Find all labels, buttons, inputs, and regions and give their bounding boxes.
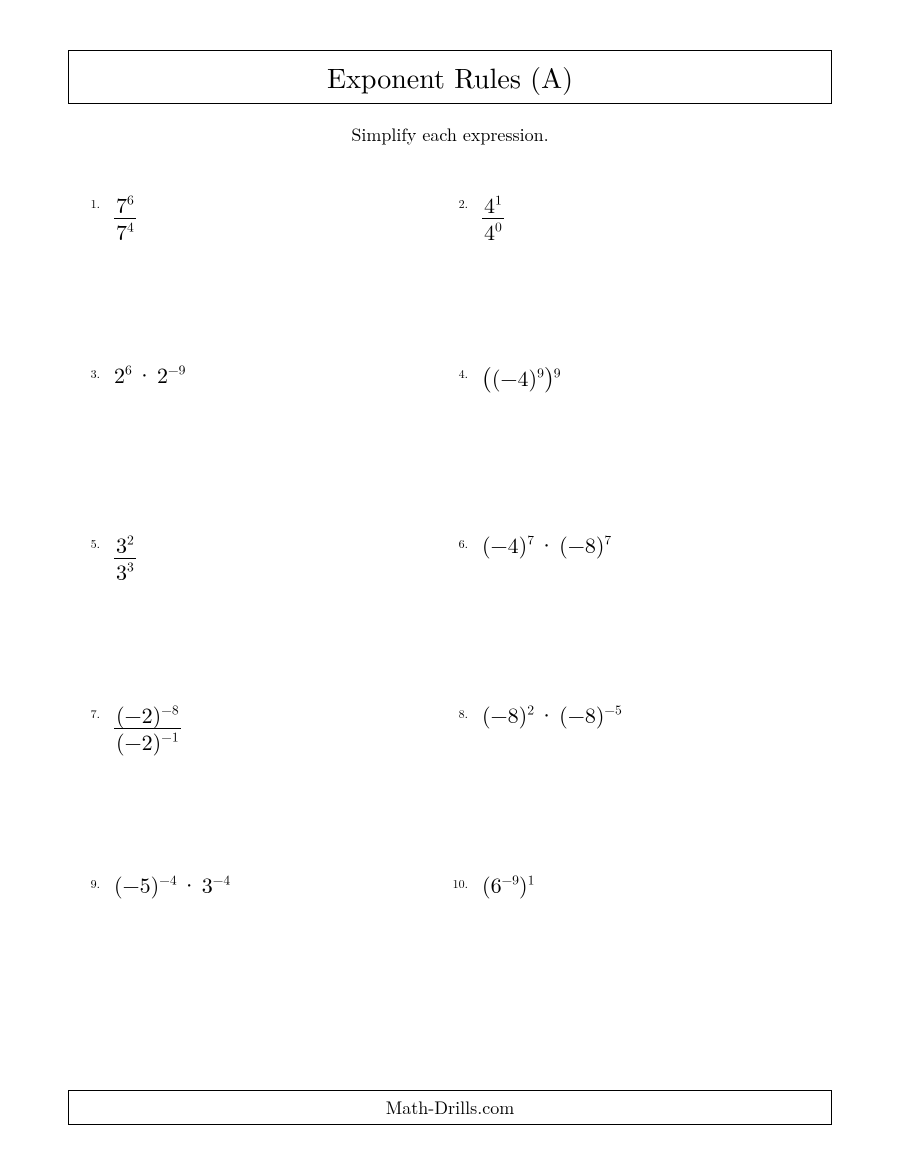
page-title: Exponent Rules (A) <box>327 57 573 97</box>
problem: 6. (−4)7·(−8)7 <box>450 525 818 695</box>
problem-number: 5. <box>82 535 100 552</box>
problem-expression: (−2)−8(−2)−1 <box>114 703 181 754</box>
problem: 5. 3233 <box>82 525 450 695</box>
problem-expression: (−8)2·(−8)−5 <box>482 703 622 727</box>
problem: 2. 4140 <box>450 185 818 355</box>
problem-expression: ((−4)9)9 <box>482 363 561 391</box>
problem: 10. (6−9)1 <box>450 865 818 1035</box>
problem-number: 3. <box>82 365 100 382</box>
problem: 8. (−8)2·(−8)−5 <box>450 695 818 865</box>
footer-text: Math-Drills.com <box>386 1095 514 1120</box>
problem-expression: 4140 <box>482 193 504 244</box>
problem-number: 7. <box>82 705 100 722</box>
title-box: Exponent Rules (A) <box>68 50 832 104</box>
problem-number: 6. <box>450 535 468 552</box>
instruction-text: Simplify each expression. <box>68 122 832 147</box>
footer-box: Math-Drills.com <box>68 1090 832 1125</box>
problem-expression: 26·2−9 <box>114 363 185 387</box>
problems-grid: 1. 7674 2. 4140 3. 26·2−9 4. ((−4)9)9 5. 3233 6. (−… <box>68 185 832 1035</box>
problem-number: 10. <box>450 875 468 892</box>
problem-expression: 7674 <box>114 193 136 244</box>
problem-expression: (6−9)1 <box>482 873 534 897</box>
problem: 7. (−2)−8(−2)−1 <box>82 695 450 865</box>
problem: 9. (−5)−4·3−4 <box>82 865 450 1035</box>
problem-number: 9. <box>82 875 100 892</box>
problem-expression: (−5)−4·3−4 <box>114 873 230 897</box>
problem-expression: (−4)7·(−8)7 <box>482 533 611 557</box>
problem-number: 2. <box>450 195 468 212</box>
problem-number: 8. <box>450 705 468 722</box>
problem: 4. ((−4)9)9 <box>450 355 818 525</box>
problem-number: 1. <box>82 195 100 212</box>
problem: 3. 26·2−9 <box>82 355 450 525</box>
problem-expression: 3233 <box>114 533 136 584</box>
problem-number: 4. <box>450 365 468 382</box>
problem: 1. 7674 <box>82 185 450 355</box>
